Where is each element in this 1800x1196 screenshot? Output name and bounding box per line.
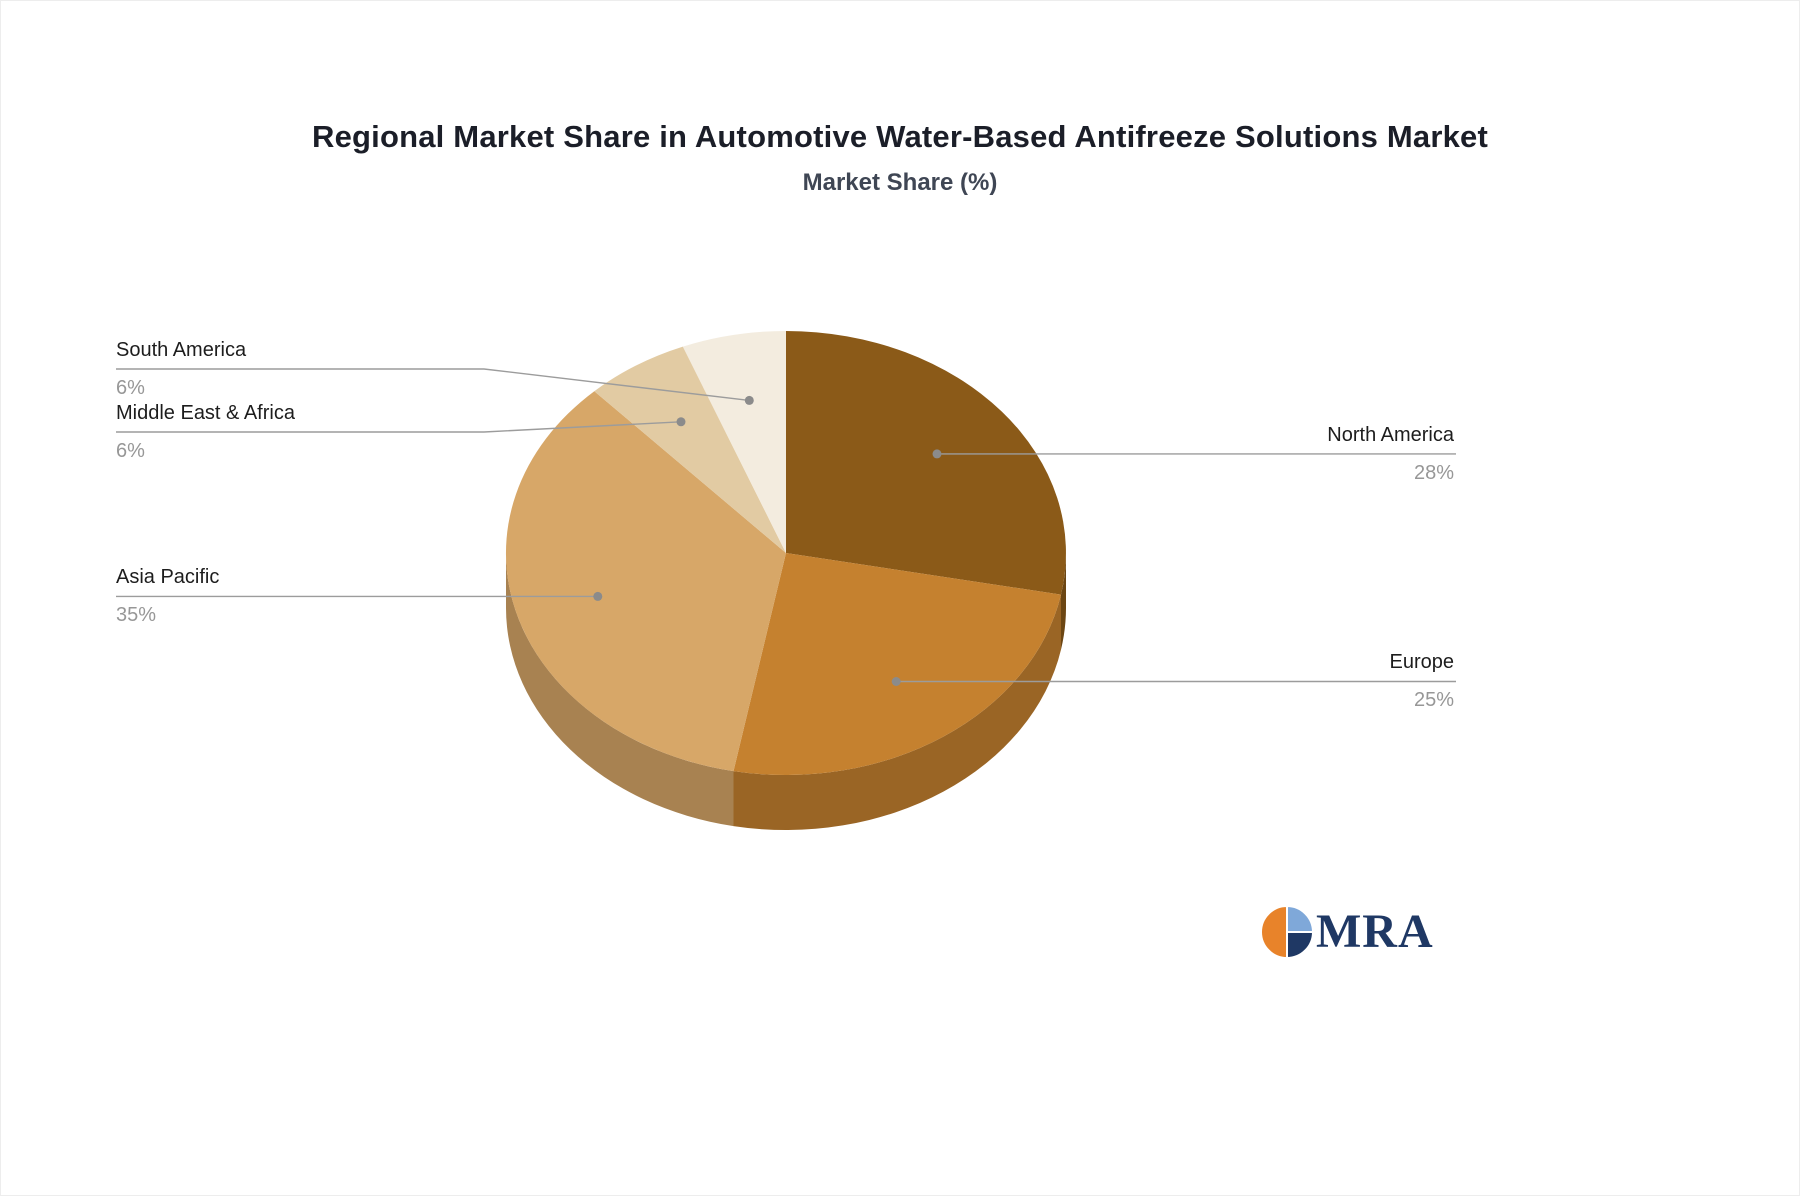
slice-name: Middle East & Africa: [116, 402, 295, 424]
pie-slice-middle-east-africa[interactable]: [594, 346, 786, 553]
leader-dot-north-america: [932, 449, 942, 459]
slice-label-south-america: South America 6%: [116, 337, 246, 401]
pie-slice-depth-north-america: [1061, 553, 1066, 650]
slice-percent: 6%: [116, 440, 145, 462]
pie-slice-depth-europe: [733, 594, 1061, 831]
logo-wedge-navy: [1286, 931, 1315, 960]
chart-title: Regional Market Share in Automotive Wate…: [311, 119, 1488, 154]
slice-name: North America: [1327, 424, 1454, 446]
slice-percent: 25%: [1413, 689, 1454, 711]
slice-name: Europe: [1389, 651, 1455, 673]
slice-label-north-america: North America 28%: [1327, 422, 1454, 486]
pie-slice-europe[interactable]: [733, 553, 1062, 776]
leader-dot-asia-pacific: [593, 591, 603, 601]
slice-label-europe: Europe 25%: [1390, 649, 1455, 713]
slice-name: South America: [116, 339, 247, 361]
leader-line-south-america: [116, 368, 750, 402]
logo-wedge-lightblue: [1286, 904, 1315, 933]
slice-label-middle-east-africa: Middle East & Africa 6%: [116, 400, 295, 464]
leader-dot-europe: [891, 677, 901, 686]
logo-wedge-orange: [1260, 904, 1288, 960]
slice-percent: 28%: [1413, 462, 1454, 484]
pie-slice-depth-asia-pacific: [505, 553, 734, 827]
leader-line-middle-east-africa: [116, 421, 682, 433]
pie-slice-south-america[interactable]: [682, 331, 786, 553]
leader-dot-middle-east-africa: [676, 417, 686, 427]
leader-dot-south-america: [744, 395, 754, 405]
mra-logo: MRA: [1259, 904, 1434, 960]
slice-name: Asia Pacific: [116, 566, 220, 588]
pie-slice-asia-pacific[interactable]: [505, 391, 786, 772]
mra-logo-icon: [1260, 904, 1315, 960]
chart-subtitle: Market Share (%): [802, 169, 998, 196]
pie-slice-north-america[interactable]: [786, 331, 1066, 595]
slice-percent: 6%: [116, 377, 145, 399]
slice-percent: 35%: [116, 604, 157, 626]
mra-logo-text: MRA: [1316, 905, 1434, 958]
slice-label-asia-pacific: Asia Pacific 35%: [116, 564, 219, 628]
